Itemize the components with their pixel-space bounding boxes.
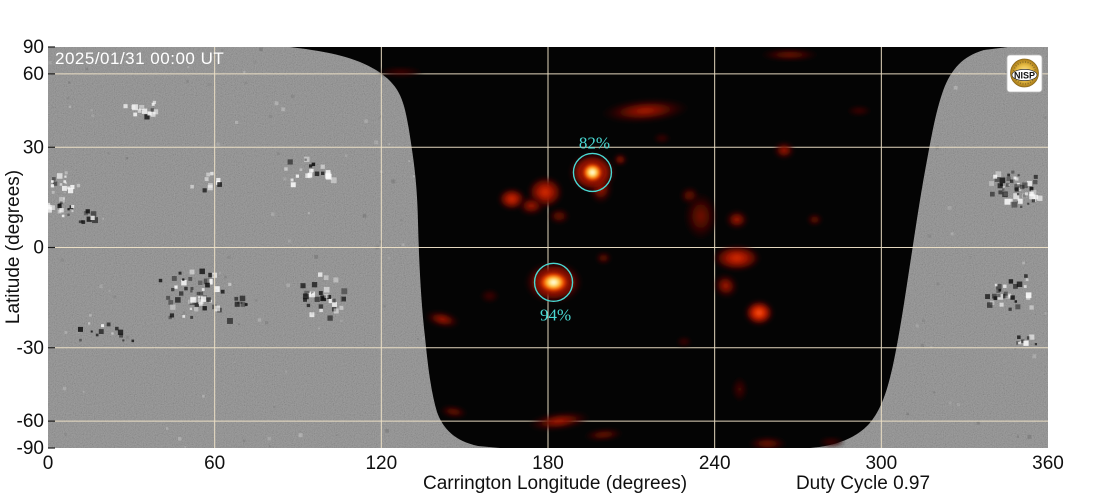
svg-text:60: 60	[204, 453, 225, 474]
svg-text:90: 90	[23, 37, 44, 58]
x-axis-title: Carrington Longitude (degrees)	[422, 473, 688, 494]
magnetogram-active-regions	[48, 100, 1043, 346]
duty-cycle-label: Duty Cycle 0.97	[795, 473, 931, 494]
svg-text:0: 0	[43, 453, 54, 474]
svg-text:-60: -60	[17, 411, 44, 432]
grid-lines	[48, 47, 1048, 448]
svg-text:30: 30	[23, 137, 44, 158]
timestamp-label: 2025/01/31 00:00 UT	[55, 49, 225, 68]
svg-text:120: 120	[365, 453, 397, 474]
y-axis-title: Latitude (degrees)	[3, 169, 24, 325]
svg-text:180: 180	[532, 453, 564, 474]
svg-text:0: 0	[33, 238, 44, 259]
svg-text:-30: -30	[17, 338, 44, 359]
svg-text:300: 300	[865, 453, 897, 474]
svg-text:60: 60	[23, 64, 44, 85]
detection-circle	[572, 152, 613, 193]
farside-hotspots	[376, 48, 873, 448]
detection-probability-label: 82%	[579, 133, 610, 152]
nisp-logo: NISP	[1006, 54, 1043, 93]
detection-probability-label: 94%	[540, 305, 571, 324]
plot-area	[48, 47, 1048, 448]
detection-annotations: 82% 94%	[533, 133, 613, 324]
svg-text:240: 240	[699, 453, 731, 474]
svg-text:-90: -90	[17, 438, 44, 459]
nisp-logo-text: NISP	[1014, 71, 1035, 81]
svg-text:360: 360	[1032, 453, 1064, 474]
detection-circle	[533, 262, 574, 303]
